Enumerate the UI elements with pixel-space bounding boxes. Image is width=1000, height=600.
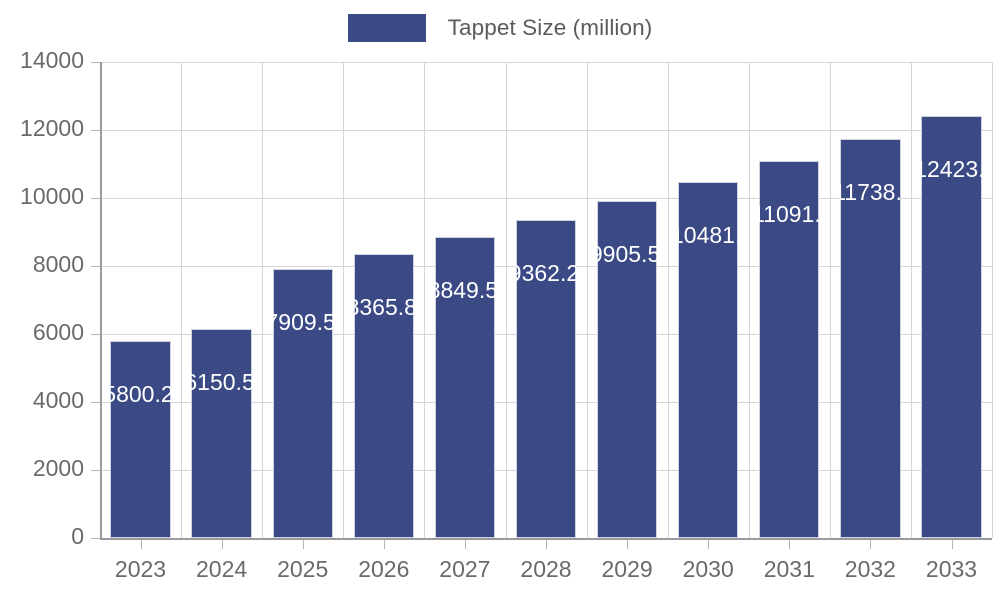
gridline-vertical xyxy=(829,62,831,538)
gridline-vertical xyxy=(181,62,183,538)
gridline-vertical xyxy=(748,62,750,538)
x-tick-label: 2032 xyxy=(844,556,896,582)
y-tick-mark xyxy=(91,198,100,199)
bar[interactable] xyxy=(353,253,414,538)
gridline-vertical xyxy=(992,62,993,538)
bar-value-label: 7909.5 xyxy=(273,309,333,336)
y-tick-label: 4000 xyxy=(32,387,84,413)
x-tick-label: 2027 xyxy=(439,556,491,582)
bar-value-label-clip: 12423.1 xyxy=(921,150,981,190)
bar[interactable] xyxy=(515,219,577,538)
gridline-vertical xyxy=(667,62,669,538)
x-tick-mark xyxy=(870,540,872,549)
bar[interactable] xyxy=(272,269,333,538)
bar[interactable] xyxy=(191,328,252,538)
legend-item-tappet-size[interactable]: Tappet Size (million) xyxy=(347,14,653,42)
bar-value-label: 9362.2 xyxy=(516,259,577,286)
bar-value-label-clip: 9905.5 xyxy=(597,235,657,275)
y-tick-label: 2000 xyxy=(32,455,84,481)
bar-value-label: 5800.2 xyxy=(110,380,171,407)
gridline-vertical xyxy=(505,62,507,538)
y-tick-mark xyxy=(91,266,100,267)
x-tick-label: 2031 xyxy=(763,556,815,582)
bar-value-label-clip: 9362.2 xyxy=(516,254,576,294)
x-tick-mark xyxy=(708,540,710,549)
x-tick-mark xyxy=(951,540,953,549)
bar[interactable] xyxy=(110,340,171,538)
x-tick-mark xyxy=(789,540,791,549)
chart-legend: Tappet Size (million) xyxy=(0,0,1000,56)
x-tick-mark xyxy=(383,540,385,549)
bar-value-label-clip: 10481.8 xyxy=(678,216,738,256)
y-tick-label: 10000 xyxy=(20,183,84,209)
x-tick-mark xyxy=(221,540,223,549)
bar-value-label: 10481.8 xyxy=(678,221,738,248)
y-tick-mark xyxy=(91,334,100,335)
bar-value-label-clip: 6150.5 xyxy=(191,363,251,403)
x-tick-label: 2024 xyxy=(196,556,248,582)
y-axis-line xyxy=(100,62,102,539)
y-tick-mark xyxy=(91,470,100,471)
x-tick-mark xyxy=(464,540,466,549)
bar[interactable] xyxy=(840,138,901,538)
gridline-vertical xyxy=(586,62,588,538)
x-tick-label: 2033 xyxy=(925,556,978,582)
x-tick-label: 2023 xyxy=(114,556,167,582)
y-tick-label: 8000 xyxy=(32,251,84,277)
bar-value-label: 12423.1 xyxy=(921,155,981,182)
legend-swatch-icon xyxy=(347,14,426,42)
x-tick-label: 2026 xyxy=(358,556,410,582)
x-tick-label: 2029 xyxy=(601,556,653,582)
gridline-horizontal xyxy=(100,62,992,63)
bar[interactable] xyxy=(434,237,496,538)
gridline-vertical xyxy=(910,62,912,538)
gridline-horizontal xyxy=(100,198,992,199)
x-tick-label: 2025 xyxy=(277,556,329,582)
x-tick-mark xyxy=(627,540,629,549)
bar-value-label: 9905.5 xyxy=(597,241,658,268)
gridline-vertical xyxy=(343,62,345,538)
y-tick-label: 0 xyxy=(71,523,84,549)
bar-value-label: 6150.5 xyxy=(191,368,252,395)
bar-value-label-clip: 7909.5 xyxy=(273,303,333,343)
bar-value-label: 8365.8 xyxy=(354,293,414,320)
gridline-horizontal xyxy=(100,130,992,131)
legend-item-label: Tappet Size (million) xyxy=(447,15,653,40)
x-tick-mark xyxy=(546,540,547,549)
bar-value-label-clip: 8365.8 xyxy=(354,288,414,328)
x-tick-label: 2030 xyxy=(682,556,734,582)
gridline-vertical xyxy=(424,62,426,538)
x-tick-mark xyxy=(302,540,304,549)
y-tick-label: 12000 xyxy=(20,115,84,141)
y-tick-label: 14000 xyxy=(20,47,84,73)
bar[interactable] xyxy=(596,201,658,538)
x-axis-line xyxy=(100,538,992,540)
y-tick-mark xyxy=(91,62,100,63)
x-tick-label: 2028 xyxy=(520,556,572,582)
bar[interactable] xyxy=(921,115,982,538)
y-tick-mark xyxy=(91,130,100,131)
bar[interactable] xyxy=(678,181,739,538)
gridline-vertical xyxy=(262,62,264,538)
y-tick-mark xyxy=(91,538,100,539)
bar[interactable] xyxy=(759,160,820,538)
y-tick-mark xyxy=(91,402,100,403)
bar-value-label-clip: 5800.2 xyxy=(110,375,170,415)
y-tick-label: 6000 xyxy=(32,319,84,345)
x-tick-mark xyxy=(140,540,142,549)
